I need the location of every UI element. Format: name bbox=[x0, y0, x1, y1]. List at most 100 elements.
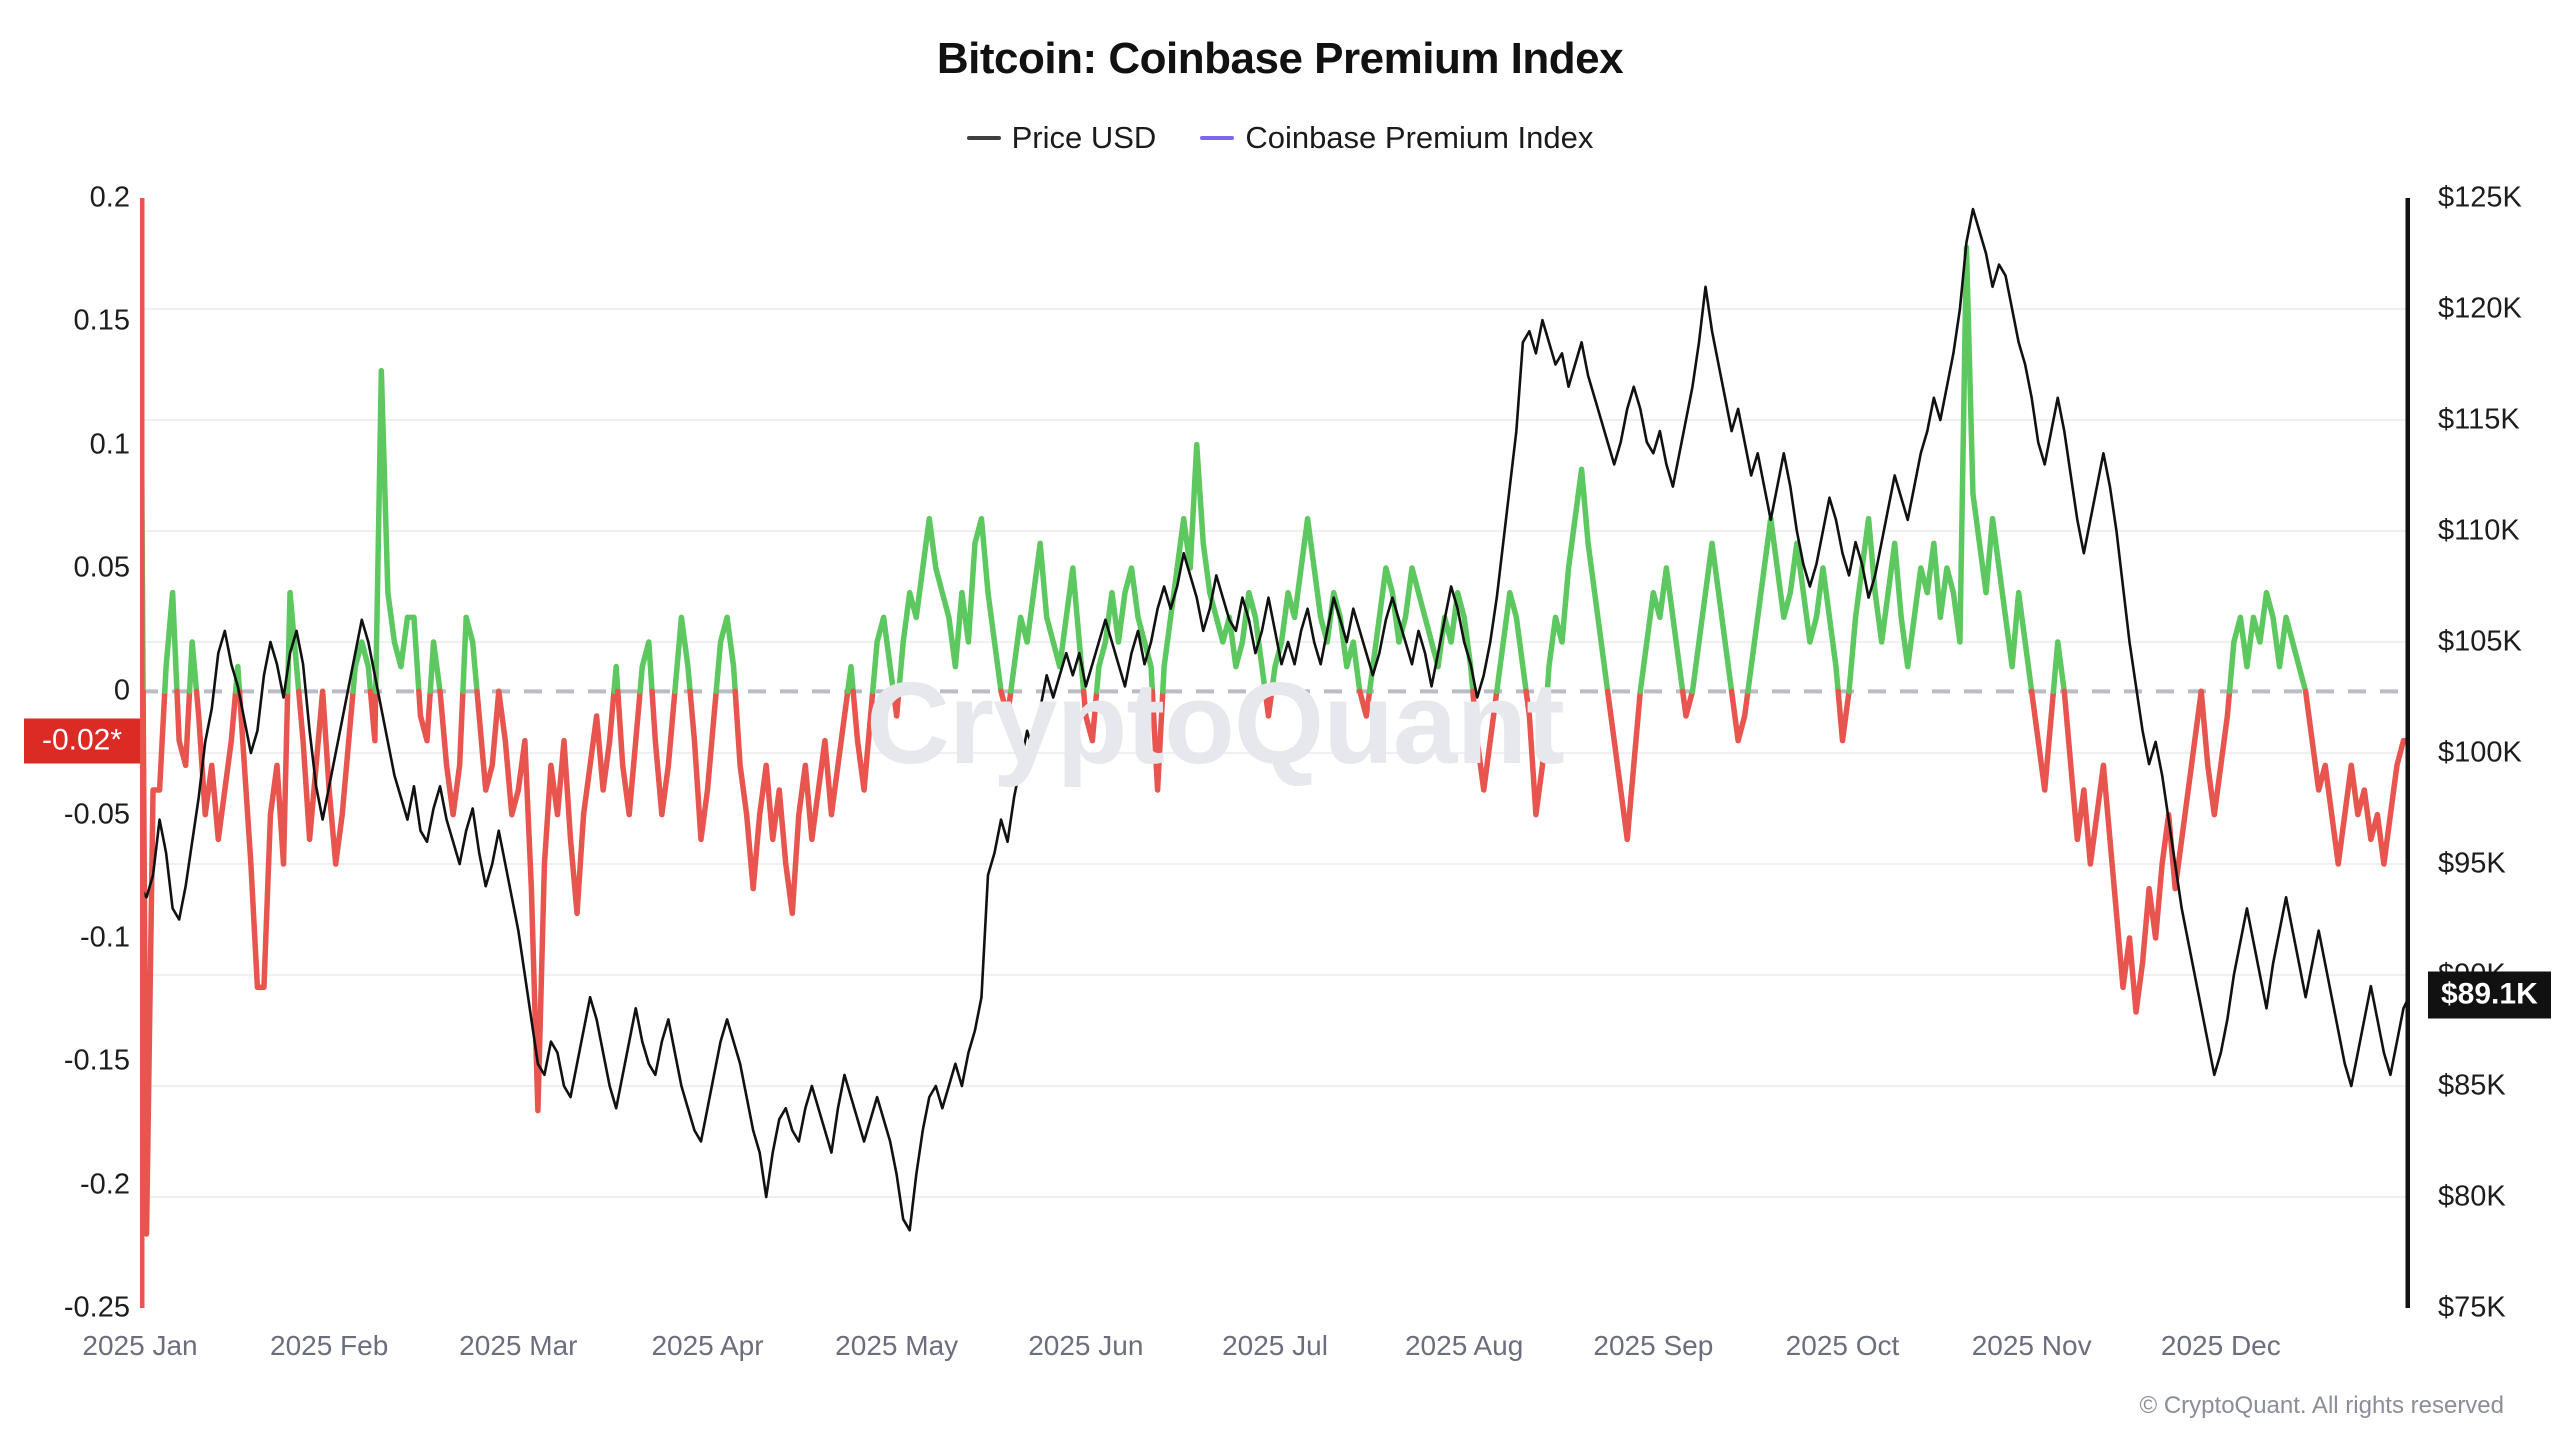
y-axis-left-tick-label: 0 bbox=[113, 674, 130, 707]
premium-segment-positive bbox=[1494, 589, 1529, 695]
x-axis-tick-label: 2025 Jul bbox=[1222, 1330, 1328, 1361]
premium-segment-negative bbox=[732, 688, 851, 917]
premium-segment-positive bbox=[427, 639, 443, 695]
y-axis-left-tick-label: 0.2 bbox=[89, 181, 130, 214]
series-price-usd bbox=[140, 207, 2410, 1232]
premium-segment-positive bbox=[1689, 540, 1735, 695]
premium-segment-negative bbox=[615, 688, 643, 818]
legend-label: Coinbase Premium Index bbox=[1245, 120, 1594, 155]
premium-segment-positive bbox=[1366, 565, 1476, 695]
premium-segment-negative bbox=[437, 688, 466, 818]
y-axis-right-tick-label: $100K bbox=[2438, 736, 2522, 769]
premium-segment-positive bbox=[672, 614, 693, 695]
premium-segment-negative bbox=[998, 688, 1014, 719]
premium-segment-positive bbox=[460, 614, 480, 695]
premium-segment-negative bbox=[850, 688, 876, 793]
premium-segment-negative bbox=[2198, 688, 2233, 818]
premium-segment-negative bbox=[687, 688, 719, 843]
premium-segment-negative bbox=[649, 688, 678, 818]
line-swatch-icon bbox=[1200, 136, 1235, 140]
x-axis-tick-label: 2025 Dec bbox=[2160, 1330, 2281, 1361]
premium-segment-positive bbox=[2050, 639, 2068, 695]
legend-item-premium[interactable]: Coinbase Premium Index bbox=[1200, 120, 1593, 156]
premium-segment-negative bbox=[1604, 688, 1644, 843]
y-axis-left-tick-label: -0.25 bbox=[63, 1291, 130, 1324]
x-axis-tick-label: 2025 Apr bbox=[651, 1330, 764, 1361]
series-coinbase-premium-index bbox=[140, 198, 2410, 1237]
premium-segment-positive bbox=[1745, 515, 1841, 695]
y-axis-right-tick-label: $110K bbox=[2438, 514, 2520, 547]
premium-segment-positive bbox=[350, 639, 374, 695]
premium-segment-negative bbox=[1357, 688, 1373, 719]
legend-label: Price USD bbox=[1011, 120, 1157, 155]
x-axis-tick-label: 2025 Oct bbox=[1785, 1330, 1900, 1361]
premium-segment-negative bbox=[1080, 688, 1100, 744]
premium-segment-positive bbox=[186, 639, 200, 695]
premium-segment-negative bbox=[174, 688, 193, 769]
right-axis-value-badge: $89.1K bbox=[2428, 971, 2551, 1019]
copyright-footer: © CryptoQuant. All rights reserved bbox=[2139, 1392, 2505, 1419]
premium-segment-negative bbox=[1470, 688, 1500, 793]
premium-segment-negative bbox=[1728, 688, 1751, 744]
premium-segment-positive bbox=[1268, 515, 1363, 695]
x-axis-tick-label: 2025 Mar bbox=[459, 1330, 578, 1361]
premium-segment-negative bbox=[193, 688, 239, 843]
chart-legend: Price USD Coinbase Premium Index bbox=[0, 120, 2560, 156]
premium-segment-positive bbox=[713, 614, 738, 695]
premium-segment-negative bbox=[474, 688, 502, 793]
premium-segment-positive bbox=[870, 614, 897, 695]
y-axis-right-tick-label: $85K bbox=[2438, 1069, 2506, 1102]
premium-segment-positive bbox=[844, 663, 856, 695]
premium-segment-positive bbox=[1637, 565, 1686, 695]
legend-item-price[interactable]: Price USD bbox=[966, 120, 1157, 156]
y-axis-left-tick-label: 0.05 bbox=[73, 551, 130, 584]
chart-canvas bbox=[140, 198, 2410, 1308]
premium-segment-positive bbox=[162, 589, 180, 695]
premium-segment-positive bbox=[2226, 589, 2309, 695]
x-axis-tick-label: 2025 Aug bbox=[1404, 1330, 1524, 1361]
left-axis-value-badge: -0.02* bbox=[24, 718, 140, 764]
y-axis-right-tick-label: $115K bbox=[2438, 403, 2520, 436]
plot-area: CryptoQuant bbox=[140, 198, 2410, 1308]
page-title: Bitcoin: Coinbase Premium Index bbox=[936, 34, 1624, 83]
y-axis-right-tick-label: $75K bbox=[2438, 1291, 2506, 1324]
x-axis-tick-label: 2025 Jan bbox=[82, 1330, 198, 1361]
premium-segment-positive bbox=[1093, 565, 1156, 695]
premium-segment-negative bbox=[1523, 688, 1551, 818]
premium-segment-negative bbox=[1679, 688, 1696, 719]
y-axis-left-tick-label: -0.05 bbox=[63, 798, 130, 831]
premium-segment-positive bbox=[611, 663, 621, 695]
x-axis-tick-label: 2025 Nov bbox=[1971, 1330, 2092, 1361]
premium-segment-negative bbox=[367, 688, 379, 744]
x-axis-tick-label: 2025 Sep bbox=[1593, 1330, 1714, 1361]
premium-segment-negative bbox=[236, 688, 291, 991]
premium-segment-negative bbox=[496, 688, 617, 1114]
premium-segment-positive bbox=[1008, 540, 1087, 695]
premium-segment-positive bbox=[372, 367, 422, 695]
premium-segment-positive bbox=[1160, 441, 1268, 695]
x-axis-tick-label: 2025 Jun bbox=[1028, 1330, 1144, 1361]
premium-segment-negative bbox=[1262, 688, 1275, 719]
premium-segment-positive bbox=[1544, 466, 1611, 695]
premium-segment-negative bbox=[1149, 688, 1166, 793]
premium-segment-positive bbox=[284, 589, 302, 695]
premium-segment-positive bbox=[637, 639, 655, 695]
y-axis-right-tick-label: $95K bbox=[2438, 847, 2506, 880]
premium-segment-negative bbox=[319, 688, 356, 867]
premium-segment-negative bbox=[1835, 688, 1852, 744]
y-axis-left-tick-label: 0.15 bbox=[73, 304, 130, 337]
x-axis-tick-label: 2025 May bbox=[835, 1330, 959, 1361]
y-axis-right-tick-label: $125K bbox=[2438, 181, 2522, 214]
y-axis-left-tick-label: -0.2 bbox=[80, 1168, 130, 1201]
premium-segment-negative bbox=[890, 688, 902, 719]
x-axis-tick-label: 2025 Feb bbox=[269, 1330, 389, 1361]
premium-segment-negative bbox=[2061, 688, 2205, 1015]
premium-segment-negative bbox=[140, 688, 168, 1237]
premium-segment-positive bbox=[896, 515, 1004, 695]
premium-segment-negative bbox=[416, 688, 434, 744]
y-axis-left-tick-label: 0.1 bbox=[89, 428, 130, 461]
y-axis-left-tick-label: -0.1 bbox=[80, 921, 130, 954]
y-axis-right-tick-label: $120K bbox=[2438, 292, 2522, 325]
premium-segment-negative bbox=[295, 688, 326, 843]
